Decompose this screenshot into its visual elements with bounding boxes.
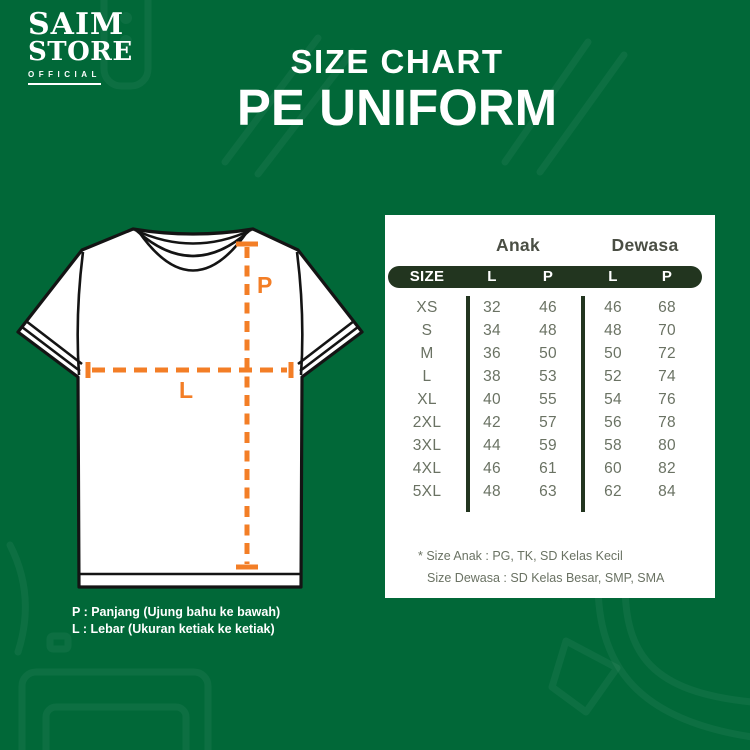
value-cell: 52 bbox=[604, 367, 622, 385]
value-cell: 70 bbox=[658, 321, 676, 339]
footnote-anak: * Size Anak : PG, TK, SD Kelas Kecil bbox=[418, 549, 623, 563]
col-header-dewasa-l: L bbox=[608, 268, 618, 286]
value-cell: 48 bbox=[539, 321, 557, 339]
value-cell: 61 bbox=[539, 459, 557, 477]
value-cell: 59 bbox=[539, 436, 557, 454]
value-cell: 40 bbox=[483, 390, 501, 408]
column-divider-left bbox=[466, 296, 470, 512]
value-cell: 46 bbox=[483, 459, 501, 477]
size-label: M bbox=[420, 344, 434, 362]
value-cell: 46 bbox=[539, 298, 557, 316]
tshirt-measurement-diagram: P L bbox=[16, 227, 364, 589]
column-divider-right bbox=[581, 296, 585, 512]
l-measure-label: L bbox=[179, 377, 193, 403]
table-row: M 36 50 50 72 bbox=[385, 342, 715, 365]
value-cell: 36 bbox=[483, 344, 501, 362]
value-cell: 42 bbox=[483, 413, 501, 431]
brand-official-label: OFFICIAL bbox=[28, 71, 101, 85]
value-cell: 58 bbox=[604, 436, 622, 454]
poster-title: SIZE CHART PE UNIFORM bbox=[236, 43, 558, 137]
value-cell: 46 bbox=[604, 298, 622, 316]
tshirt-outline bbox=[16, 227, 364, 589]
value-cell: 56 bbox=[604, 413, 622, 431]
value-cell: 63 bbox=[539, 482, 557, 500]
value-cell: 54 bbox=[604, 390, 622, 408]
value-cell: 57 bbox=[539, 413, 557, 431]
value-cell: 32 bbox=[483, 298, 501, 316]
brand-name-line2: STORE bbox=[28, 37, 133, 67]
group-header-dewasa: Dewasa bbox=[611, 235, 679, 255]
value-cell: 34 bbox=[483, 321, 501, 339]
p-measure-label: P bbox=[257, 272, 272, 298]
size-label: XS bbox=[416, 298, 438, 316]
size-label: S bbox=[421, 321, 433, 339]
value-cell: 72 bbox=[658, 344, 676, 362]
size-label: XL bbox=[417, 390, 437, 408]
value-cell: 38 bbox=[483, 367, 501, 385]
col-header-anak-p: P bbox=[542, 268, 554, 286]
brand-name-line1: SAIM bbox=[28, 7, 125, 42]
size-label: 3XL bbox=[412, 436, 442, 454]
table-row: S 34 48 48 70 bbox=[385, 319, 715, 342]
table-row: 2XL 42 57 56 78 bbox=[385, 411, 715, 434]
table-footnotes: * Size Anak : PG, TK, SD Kelas Kecil Siz… bbox=[418, 545, 664, 589]
size-table-card: Anak Dewasa SIZE L P L P XS 32 46 46 68 S 34 48… bbox=[385, 215, 715, 598]
brand-logo: SAIM STORE OFFICIAL bbox=[28, 10, 133, 85]
value-cell: 55 bbox=[539, 390, 557, 408]
value-cell: 60 bbox=[604, 459, 622, 477]
col-header-size: SIZE bbox=[409, 268, 445, 286]
measurement-lines bbox=[85, 241, 294, 570]
size-label: L bbox=[422, 367, 432, 385]
value-cell: 53 bbox=[539, 367, 557, 385]
table-row: 5XL 48 63 62 84 bbox=[385, 480, 715, 503]
table-row: 4XL 46 61 60 82 bbox=[385, 457, 715, 480]
value-cell: 62 bbox=[604, 482, 622, 500]
legend-lebar: L : Lebar (Ukuran ketiak ke ketiak) bbox=[72, 622, 275, 636]
value-cell: 76 bbox=[658, 390, 676, 408]
value-cell: 78 bbox=[658, 413, 676, 431]
col-header-anak-l: L bbox=[487, 268, 497, 286]
measurement-legend: P : Panjang (Ujung bahu ke bawah) L : Le… bbox=[72, 604, 280, 638]
seam-lines bbox=[21, 251, 359, 576]
footnote-dewasa: Size Dewasa : SD Kelas Besar, SMP, SMA bbox=[427, 571, 665, 585]
collar-lines bbox=[134, 228, 252, 272]
table-row: XS 32 46 46 68 bbox=[385, 296, 715, 319]
value-cell: 82 bbox=[658, 459, 676, 477]
size-label: 5XL bbox=[412, 482, 442, 500]
table-row: L 38 53 52 74 bbox=[385, 365, 715, 388]
value-cell: 50 bbox=[604, 344, 622, 362]
size-label: 4XL bbox=[412, 459, 442, 477]
title-product-name: PE UNIFORM bbox=[236, 79, 558, 137]
col-header-dewasa-p: P bbox=[661, 268, 673, 286]
legend-panjang: P : Panjang (Ujung bahu ke bawah) bbox=[72, 605, 281, 619]
value-cell: 50 bbox=[539, 344, 557, 362]
value-cell: 80 bbox=[658, 436, 676, 454]
table-header-row: SIZE L P L P bbox=[388, 266, 702, 288]
table-row: 3XL 44 59 58 80 bbox=[385, 434, 715, 457]
value-cell: 74 bbox=[658, 367, 676, 385]
value-cell: 48 bbox=[483, 482, 501, 500]
group-header-anak: Anak bbox=[496, 235, 540, 255]
value-cell: 84 bbox=[658, 482, 676, 500]
value-cell: 44 bbox=[483, 436, 501, 454]
table-row: XL 40 55 54 76 bbox=[385, 388, 715, 411]
value-cell: 48 bbox=[604, 321, 622, 339]
value-cell: 68 bbox=[658, 298, 676, 316]
title-size-chart: SIZE CHART bbox=[290, 43, 504, 80]
size-label: 2XL bbox=[412, 413, 442, 431]
